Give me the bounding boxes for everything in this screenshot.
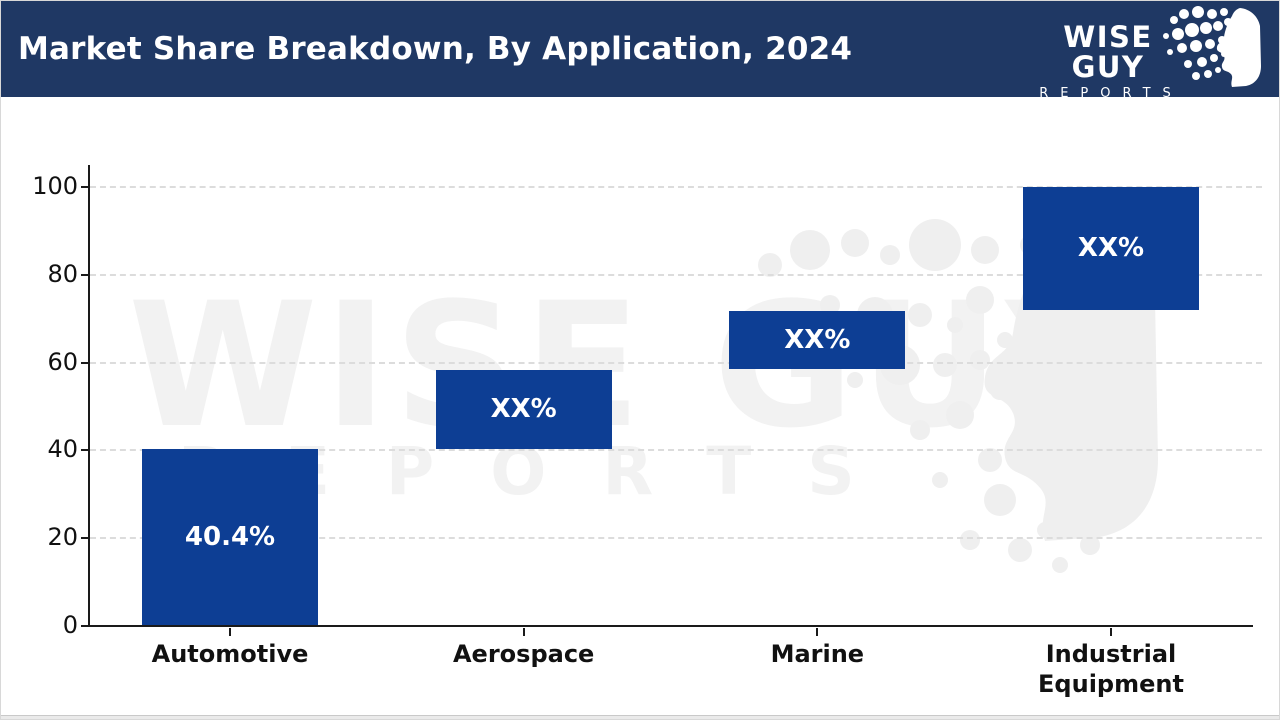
x-tick-label-aerospace: Aerospace: [452, 640, 595, 668]
gridline-40: [90, 449, 1262, 452]
logo-text: WISE GUY REPORTS: [1028, 22, 1188, 101]
bar-value-label: XX%: [784, 324, 851, 355]
gridline-80: [90, 273, 1262, 276]
y-tick-40: [81, 449, 89, 452]
plot-area: WISE GUY REPORTS 0 20 40 60 80 100 40.4% Automo…: [0, 97, 1280, 716]
header: Market Share Breakdown, By Application, …: [0, 0, 1280, 101]
y-tick-20: [81, 537, 89, 540]
y-tick-label-40: 40: [47, 435, 78, 464]
x-axis-spine: [87, 625, 1253, 627]
y-tick-label-20: 20: [47, 523, 78, 552]
x-tick-label-automotive: Automotive: [151, 640, 309, 668]
y-tick-label-60: 60: [47, 347, 78, 376]
logo-wordmark: WISE GUY: [1063, 20, 1153, 85]
x-tick-marine: [816, 628, 819, 636]
page-title: Market Share Breakdown, By Application, …: [18, 30, 853, 67]
bar-aerospace: XX%: [435, 369, 612, 449]
x-tick-automotive: [229, 628, 231, 636]
bar-value-label: XX%: [1077, 233, 1145, 264]
bottom-strip: [0, 715, 1280, 720]
logo-face-icon: [1163, 6, 1261, 87]
y-tick-60: [81, 361, 89, 364]
bar-automotive: 40.4%: [142, 448, 318, 626]
y-tick-label-80: 80: [47, 259, 78, 288]
x-tick-industrial-equipment: [1110, 628, 1112, 636]
y-tick-label-100: 100: [32, 172, 78, 200]
x-tick-label-industrial-equipment: Industrial Equipment: [1038, 640, 1184, 698]
bar-value-label: XX%: [490, 394, 557, 425]
bar-marine: XX%: [729, 310, 906, 369]
y-axis-spine: [88, 165, 90, 625]
x-tick-aerospace: [522, 628, 525, 636]
gridline-60: [90, 361, 1262, 364]
y-tick-0: [81, 625, 89, 627]
logo-subtext: REPORTS: [1039, 85, 1183, 101]
watermark-wordmark: WISE GUY: [128, 265, 1137, 466]
wiseguy-logo: WISE GUY REPORTS: [1028, 6, 1268, 101]
gridline-20: [90, 537, 1262, 540]
y-tick-100: [81, 186, 89, 188]
bar-value-label: 40.4%: [184, 522, 276, 553]
x-tick-label-marine: Marine: [770, 640, 865, 668]
y-tick-80: [81, 273, 89, 276]
gridline-100: [90, 186, 1262, 188]
bar-industrial-equipment: XX%: [1023, 187, 1199, 310]
y-tick-label-0: 0: [62, 611, 78, 639]
